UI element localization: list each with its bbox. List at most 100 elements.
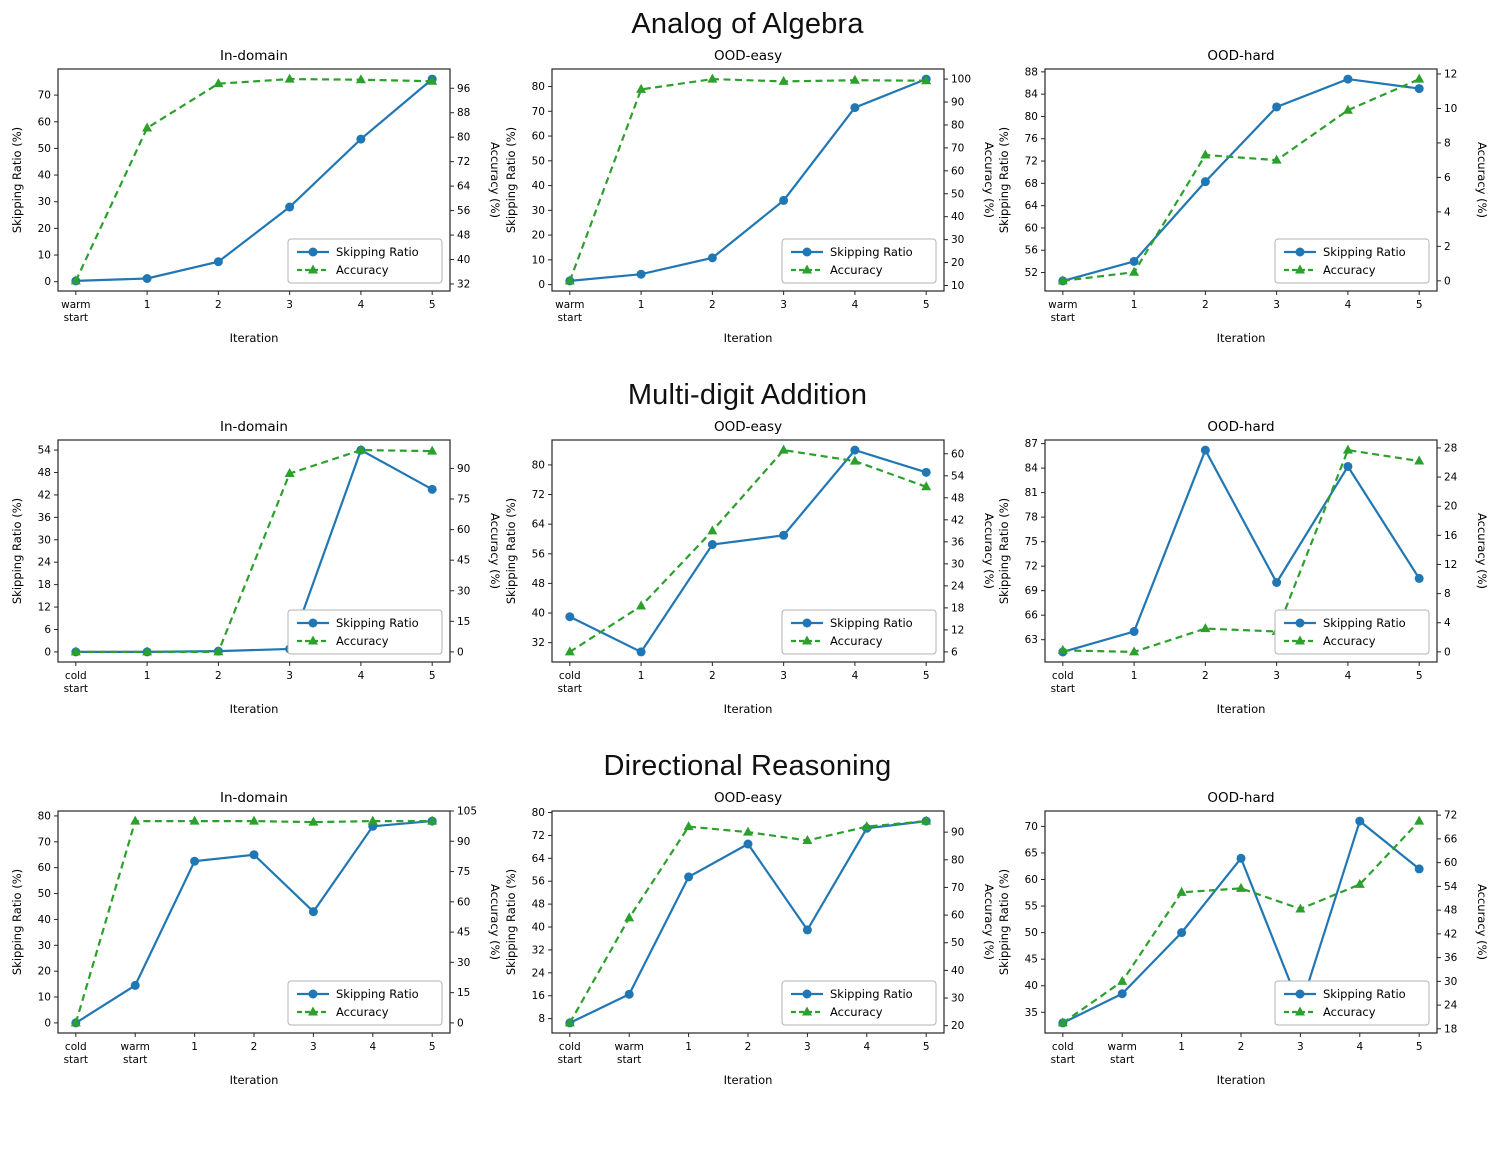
right-tick-label: 16 — [1444, 530, 1458, 542]
chart-multi-digit-ood-easy: OOD-easy 32 40 48 56 64 72 80 6 12 18 24 30 36 42 48 54 6… — [502, 416, 996, 724]
left-tick-label: 45 — [1025, 954, 1038, 966]
triangle-marker — [355, 444, 366, 454]
circle-marker — [1200, 445, 1210, 455]
left-tick-label: 32 — [531, 944, 544, 956]
accuracy-series — [564, 815, 931, 1027]
triangle-marker — [1414, 455, 1425, 465]
legend-triangle-marker — [801, 635, 812, 645]
x-tick-label: 2 — [709, 670, 716, 682]
circle-marker — [1129, 256, 1139, 266]
left-tick-label: 56 — [531, 548, 545, 560]
x-axis-label: Iteration — [230, 331, 279, 345]
line-chart-svg: OOD-easy 0 10 20 30 40 50 60 70 80 10 20 30 40 50 60 70 8… — [504, 48, 996, 345]
right-tick-label: 48 — [1444, 905, 1457, 917]
right-tick-label: 96 — [457, 83, 471, 95]
triangle-marker — [564, 275, 575, 285]
right-tick-label: 72 — [1444, 810, 1457, 822]
left-tick-label: 24 — [38, 557, 52, 569]
left-tick-label: 80 — [531, 807, 544, 819]
right-axis-label: Accuracy (%) — [1475, 513, 1487, 589]
left-tick-label: 80 — [531, 459, 544, 471]
triangle-marker — [801, 834, 812, 844]
x-tick-label: 5 — [1416, 670, 1423, 682]
chart-directional-in-domain: In-domain 0 10 20 30 40 50 60 70 80 0 15 30 45 60 75 90 1… — [8, 787, 502, 1095]
axis-tick-labels: 6366697275788184870481216202428coldstart… — [1025, 438, 1458, 695]
left-tick-label: 30 — [38, 940, 51, 952]
left-axis-label: Skipping Ratio (%) — [997, 869, 1011, 975]
x-axis-label: Iteration — [723, 702, 772, 716]
section-multi-digit-addition: Multi-digit Addition In-domain 0 6 12 18 24 30… — [6, 361, 1489, 724]
left-tick-label: 70 — [38, 90, 51, 102]
left-axis-label: Skipping Ratio (%) — [504, 498, 518, 604]
right-tick-label: 32 — [457, 278, 470, 290]
right-tick-label: 50 — [951, 188, 964, 200]
right-tick-label: 66 — [1444, 833, 1458, 845]
x-axis-label: Iteration — [1217, 331, 1266, 345]
chart-multi-digit-ood-hard: OOD-hard 63 66 69 72 75 78 81 84 87 0 4 8 12 16 20 24 28 c… — [995, 416, 1489, 724]
left-axis-label: Skipping Ratio (%) — [10, 127, 24, 233]
right-tick-label: 70 — [951, 142, 964, 154]
x-tick-label: 3 — [286, 299, 293, 311]
axis-ticks — [54, 87, 454, 295]
right-tick-label: 0 — [457, 646, 464, 658]
x-tick-label: 2 — [1202, 299, 1209, 311]
legend-label-accuracy: Accuracy — [336, 634, 389, 648]
x-tick-label: 4 — [863, 1041, 870, 1053]
row-title: Analog of Algebra — [631, 8, 864, 40]
line-chart-svg: OOD-easy81624324048566472802030405060708… — [504, 790, 996, 1087]
triangle-marker — [1295, 903, 1306, 913]
triangle-marker — [1342, 444, 1353, 454]
legend-circle-marker — [308, 247, 318, 257]
left-tick-label: 30 — [38, 534, 51, 546]
axis-tick-labels: 010203040506070324048566472808896warmsta… — [38, 83, 471, 324]
right-tick-label: 36 — [951, 536, 965, 548]
circle-marker — [683, 872, 693, 882]
line-chart-svg: OOD-easy32404856647280612182430364248546… — [504, 419, 996, 716]
left-tick-label: 40 — [531, 608, 544, 620]
plot-border — [550, 68, 945, 292]
chart-legend: Skipping Ratio Accuracy — [287, 980, 443, 1026]
left-tick-label: 24 — [531, 967, 545, 979]
x-tick-label: start — [557, 312, 581, 324]
x-tick-label: 3 — [310, 1041, 317, 1053]
triangle-marker — [861, 821, 872, 831]
left-tick-label: 80 — [38, 810, 51, 822]
right-tick-label: 75 — [457, 866, 470, 878]
legend-circle-marker — [1295, 247, 1305, 257]
left-tick-label: 48 — [531, 899, 544, 911]
x-tick-label: start — [64, 683, 88, 695]
right-tick-label: 88 — [457, 107, 470, 119]
plot-border — [1044, 439, 1438, 663]
x-tick-label: 1 — [1178, 1041, 1185, 1053]
right-tick-label: 24 — [951, 580, 965, 592]
x-tick-label: cold — [1052, 670, 1074, 682]
right-tick-label: 30 — [951, 234, 964, 246]
left-tick-label: 40 — [38, 914, 51, 926]
legend-triangle-marker — [1295, 264, 1305, 274]
right-tick-label: 8 — [1444, 588, 1451, 600]
circle-marker — [707, 540, 717, 550]
legend-box — [1274, 609, 1430, 655]
right-tick-label: 45 — [457, 927, 470, 939]
right-tick-label: 30 — [457, 957, 470, 969]
x-tick-label: start — [1051, 1054, 1075, 1066]
charts-row: In-domain 0 10 20 30 40 50 60 70 80 0 15 30 45 60 75 90 1… — [6, 787, 1489, 1095]
right-tick-label: 60 — [951, 910, 964, 922]
left-tick-label: 20 — [38, 966, 51, 978]
legend-label-accuracy: Accuracy — [1323, 1005, 1376, 1019]
left-tick-label: 48 — [531, 578, 544, 590]
chart-legend: Skipping Ratio Accuracy — [1274, 980, 1430, 1026]
x-tick-label: 5 — [922, 299, 929, 311]
axis-ticks — [547, 78, 948, 295]
right-tick-label: 72 — [457, 156, 470, 168]
line-chart-svg: In-domain0102030405060703240485664728088… — [10, 48, 502, 345]
circle-marker — [285, 202, 295, 212]
legend-circle-marker — [308, 989, 318, 999]
circle-marker — [1343, 74, 1353, 84]
accuracy-series — [1057, 73, 1425, 285]
chart-analog-algebra-in-domain: In-domain 0 10 20 30 40 50 60 70 32 40 48 56 64 72 80 88… — [8, 45, 502, 353]
left-tick-label: 60 — [531, 131, 544, 143]
right-tick-label: 60 — [951, 448, 964, 460]
legend-label-skipping: Skipping Ratio — [336, 245, 419, 259]
right-tick-label: 15 — [457, 616, 470, 628]
